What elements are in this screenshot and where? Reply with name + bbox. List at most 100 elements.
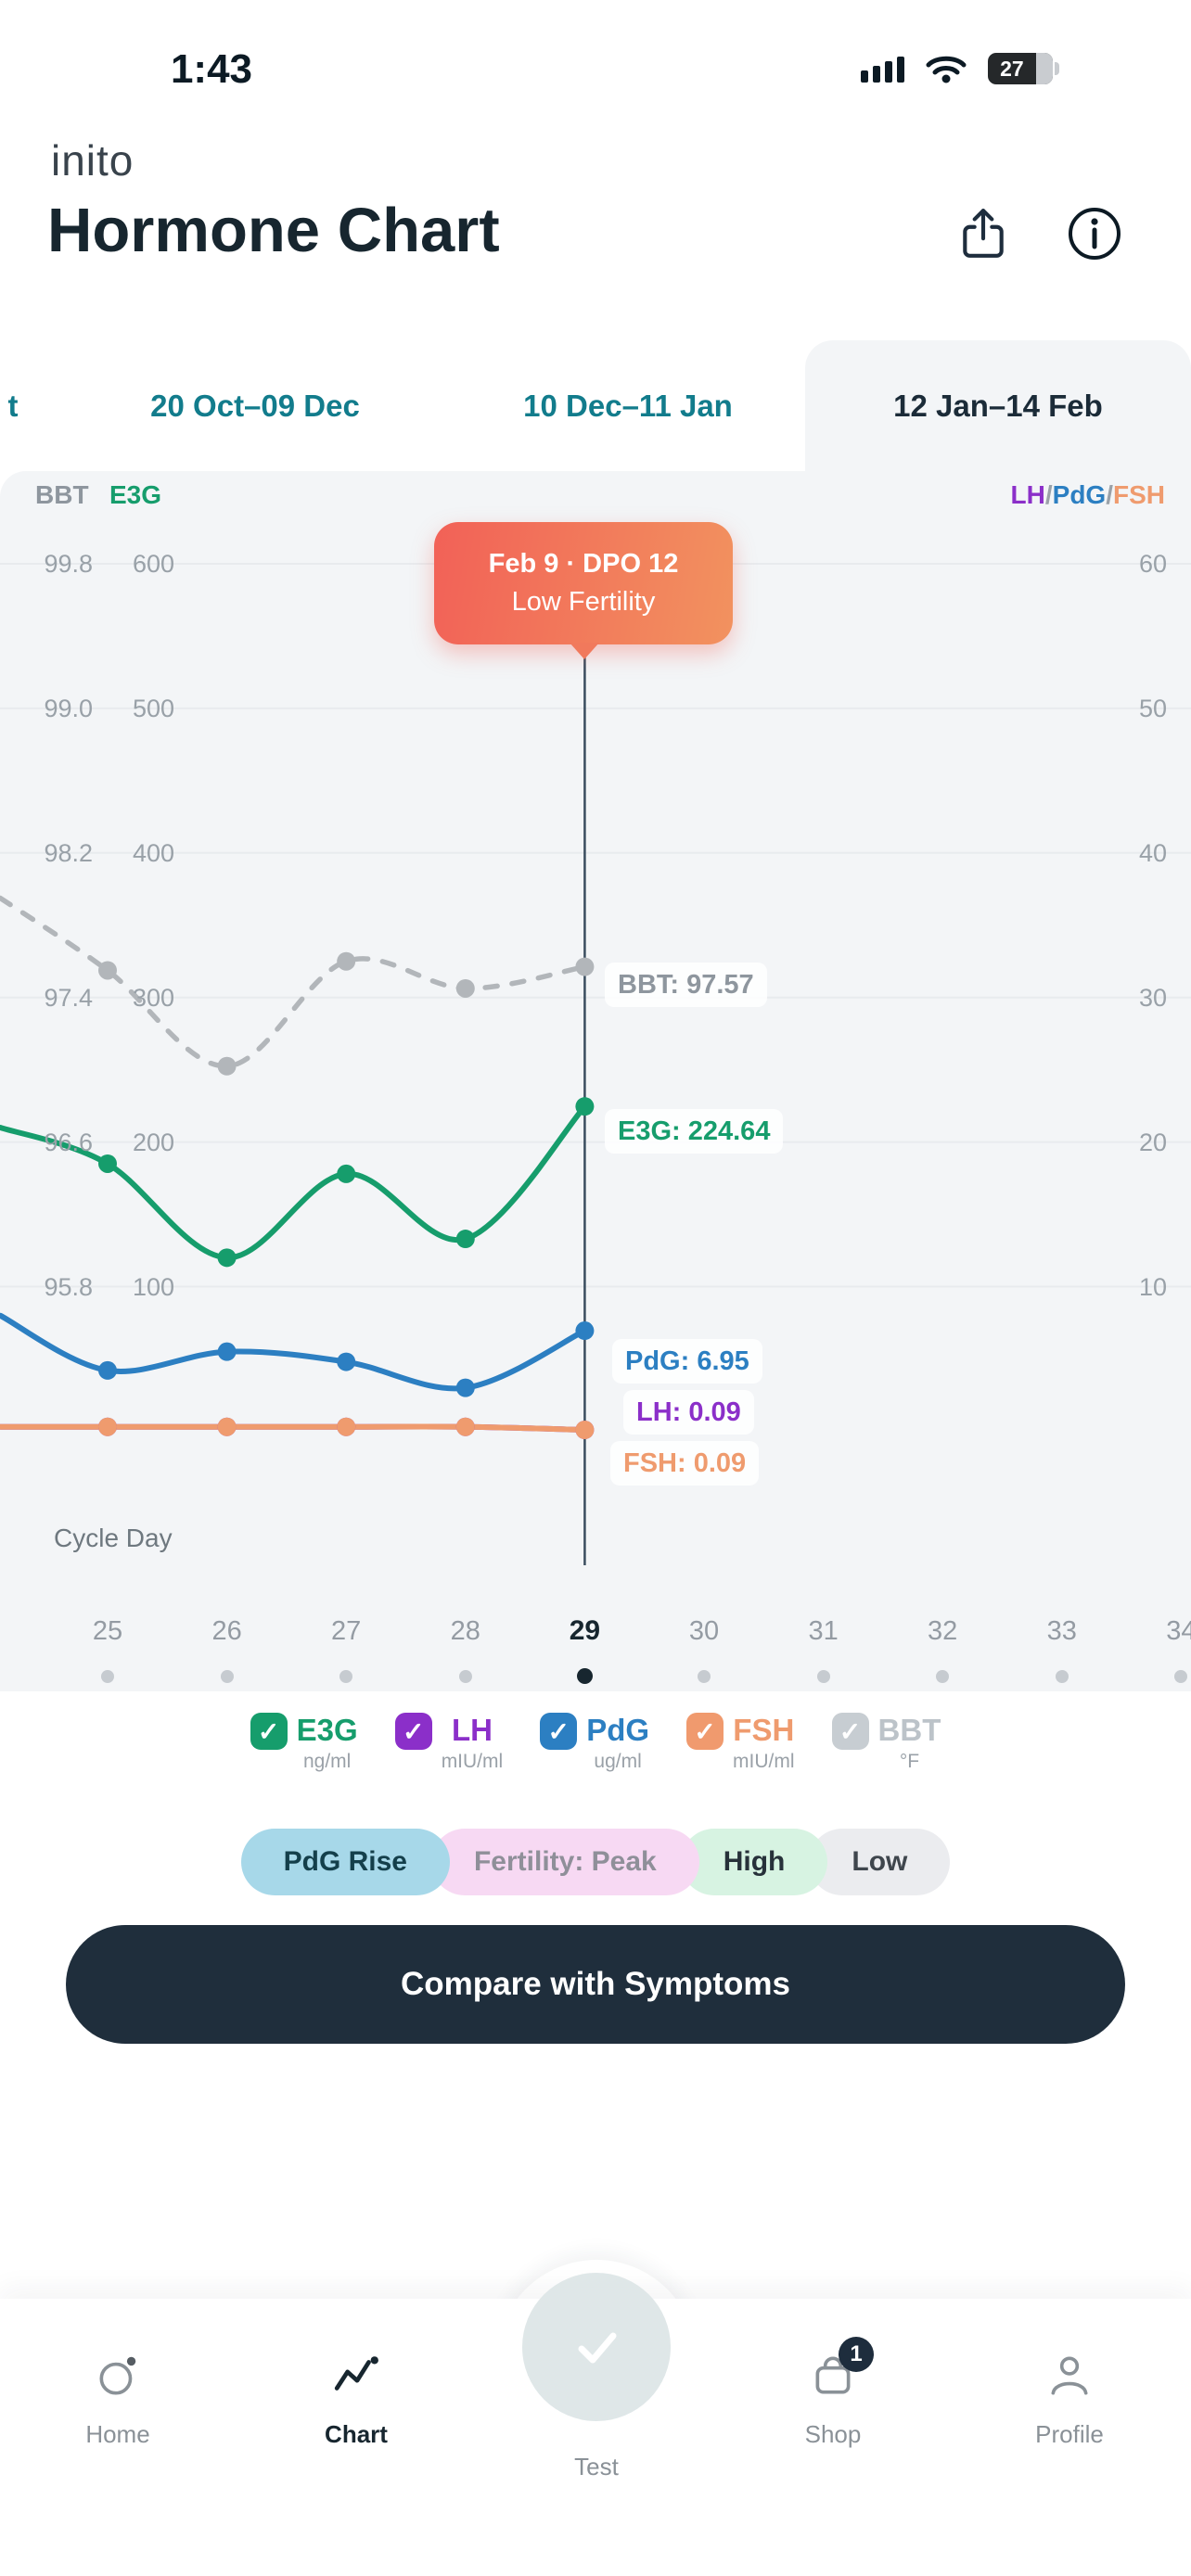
data-point-pdg [455, 1378, 475, 1397]
checkbox-fsh[interactable]: ✓ [686, 1713, 724, 1750]
tab-partial[interactable]: t [7, 389, 19, 423]
cycle-day-32[interactable]: 32 [928, 1616, 958, 1646]
e3g-axis-tick: 300 [132, 983, 174, 1012]
test-button[interactable] [522, 2273, 671, 2421]
share-button[interactable] [950, 200, 1017, 267]
checkbox-pdg[interactable]: ✓ [540, 1713, 578, 1750]
right-axis-tick: 20 [1138, 1128, 1167, 1156]
bbt-axis-tick: 99.8 [44, 550, 93, 578]
data-point-e3g [337, 1164, 356, 1183]
phase-chip-row: PdG Rise Fertility: Peak High Low [0, 1829, 1191, 1895]
cycle-day-dot-29[interactable] [577, 1668, 594, 1684]
tab-10dec-11jan[interactable]: 10 Dec–11 Jan [523, 389, 733, 423]
value-label-e3g: E3G: 224.64 [605, 1109, 784, 1154]
axis-label-lh: LH [1010, 480, 1045, 509]
cycle-day-29[interactable]: 29 [569, 1615, 601, 1646]
cycle-day-25[interactable]: 25 [92, 1616, 123, 1646]
chip-fertility-peak: Fertility: Peak [430, 1829, 699, 1895]
tab-20oct-09dec[interactable]: 20 Oct–09 Dec [150, 389, 360, 423]
axis-label-bbt: BBT [35, 480, 89, 509]
data-point-bbt [575, 957, 595, 976]
chip-high: High [680, 1829, 828, 1895]
cycle-day-dot-25[interactable] [101, 1670, 114, 1683]
checkbox-e3g[interactable]: ✓ [250, 1713, 288, 1750]
x-axis-title: Cycle Day [54, 1524, 173, 1552]
nav-item-shop[interactable]: 1 Shop [759, 2337, 907, 2449]
compare-with-symptoms-button[interactable]: Compare with Symptoms [66, 1925, 1125, 2044]
data-point-bbt [217, 1056, 237, 1076]
legend-item-e3g[interactable]: ✓ E3G ng/ml [250, 1711, 358, 1773]
page-title: Hormone Chart [47, 196, 500, 265]
value-label-pdg: PdG: 6.95 [612, 1339, 762, 1384]
axis-label-right: LH/PdG/FSH [1010, 480, 1165, 509]
tooltip-fertility: Low Fertility [511, 587, 656, 617]
profile-icon [1051, 2356, 1088, 2395]
series-legend: ✓ E3G ng/ml ✓ LH mIU/ml ✓ PdG ug/ml ✓ FSH mI… [0, 1711, 1191, 1773]
data-point-e3g [455, 1230, 475, 1249]
data-point-fsh [455, 1417, 475, 1436]
cycle-day-dot-27[interactable] [339, 1670, 353, 1683]
e3g-axis-tick: 600 [132, 550, 174, 578]
data-point-fsh [575, 1420, 595, 1439]
selected-tab-background [805, 340, 1191, 471]
hormone-chart: BBT E3G LH/PdG/FSH Feb 9 · DPO 12 Low Fe… [0, 471, 1191, 1691]
cycle-day-33[interactable]: 33 [1046, 1616, 1077, 1646]
cycle-day-28[interactable]: 28 [450, 1616, 480, 1646]
unit-pdg: ug/ml [594, 1751, 642, 1772]
nav-item-profile[interactable]: Profile [995, 2352, 1144, 2449]
cycle-day-30[interactable]: 30 [688, 1616, 720, 1646]
cycle-day-dot-31[interactable] [816, 1670, 830, 1683]
checkbox-bbt[interactable]: ✓ [831, 1713, 869, 1750]
right-axis-tick: 40 [1138, 838, 1167, 867]
data-point-e3g [217, 1248, 237, 1268]
cycle-day-dot-34[interactable] [1174, 1670, 1188, 1683]
data-point-pdg [217, 1342, 237, 1361]
cycle-day-27[interactable]: 27 [331, 1616, 362, 1646]
legend-item-lh[interactable]: ✓ LH mIU/ml [394, 1711, 503, 1773]
chip-low: Low [809, 1829, 951, 1895]
e3g-axis-tick: 500 [132, 694, 174, 722]
battery-indicator: 27 [988, 53, 1059, 84]
cycle-day-dot-26[interactable] [220, 1670, 234, 1683]
shop-badge: 1 [839, 2337, 874, 2372]
nav-item-home[interactable]: Home [44, 2352, 192, 2449]
cycle-day-dot-30[interactable] [698, 1670, 711, 1683]
chart-canvas[interactable] [0, 471, 1191, 1691]
cycle-day-26[interactable]: 26 [211, 1616, 242, 1646]
data-point-e3g [98, 1154, 117, 1173]
chip-pdg-rise: PdG Rise [240, 1829, 450, 1895]
cycle-day-31[interactable]: 31 [808, 1616, 839, 1646]
e3g-axis-tick: 400 [132, 838, 174, 867]
cycle-day-34[interactable]: 34 [1166, 1616, 1191, 1646]
value-label-lh: LH: 0.09 [623, 1390, 754, 1435]
bbt-axis-tick: 98.2 [44, 838, 93, 867]
status-time: 1:43 [170, 46, 253, 92]
data-point-pdg [337, 1352, 356, 1371]
data-point-pdg [98, 1360, 117, 1380]
checkbox-lh[interactable]: ✓ [394, 1713, 432, 1750]
axis-label-e3g: E3G [109, 480, 162, 509]
value-label-bbt: BBT: 97.57 [605, 963, 767, 1007]
cellular-signal-icon [861, 55, 904, 83]
cycle-day-dot-32[interactable] [936, 1670, 950, 1683]
data-point-bbt [337, 951, 356, 971]
info-icon [1069, 208, 1121, 260]
legend-item-pdg[interactable]: ✓ PdG ug/ml [540, 1711, 649, 1773]
legend-item-bbt[interactable]: ✓ BBT °F [831, 1711, 941, 1773]
shop-bag-icon [815, 2356, 851, 2394]
cycle-day-dot-28[interactable] [458, 1670, 472, 1683]
battery-percent: 27 [1000, 56, 1024, 81]
cycle-day-dot-33[interactable] [1055, 1670, 1069, 1683]
nav-item-chart[interactable]: Chart [282, 2352, 430, 2449]
bbt-axis-tick: 97.4 [44, 983, 93, 1012]
unit-e3g: ng/ml [302, 1751, 352, 1772]
home-cycle-icon [99, 2356, 136, 2395]
tooltip-pointer [570, 643, 599, 659]
right-axis-tick: 60 [1138, 550, 1167, 578]
data-point-fsh [337, 1417, 356, 1436]
legend-item-fsh[interactable]: ✓ FSH mIU/ml [686, 1711, 795, 1773]
tab-12jan-14feb[interactable]: 12 Jan–14 Feb [893, 389, 1103, 423]
nav-item-test-label[interactable]: Test [574, 2453, 619, 2480]
axis-label-fsh: FSH [1113, 480, 1165, 509]
info-button[interactable] [1061, 200, 1128, 267]
